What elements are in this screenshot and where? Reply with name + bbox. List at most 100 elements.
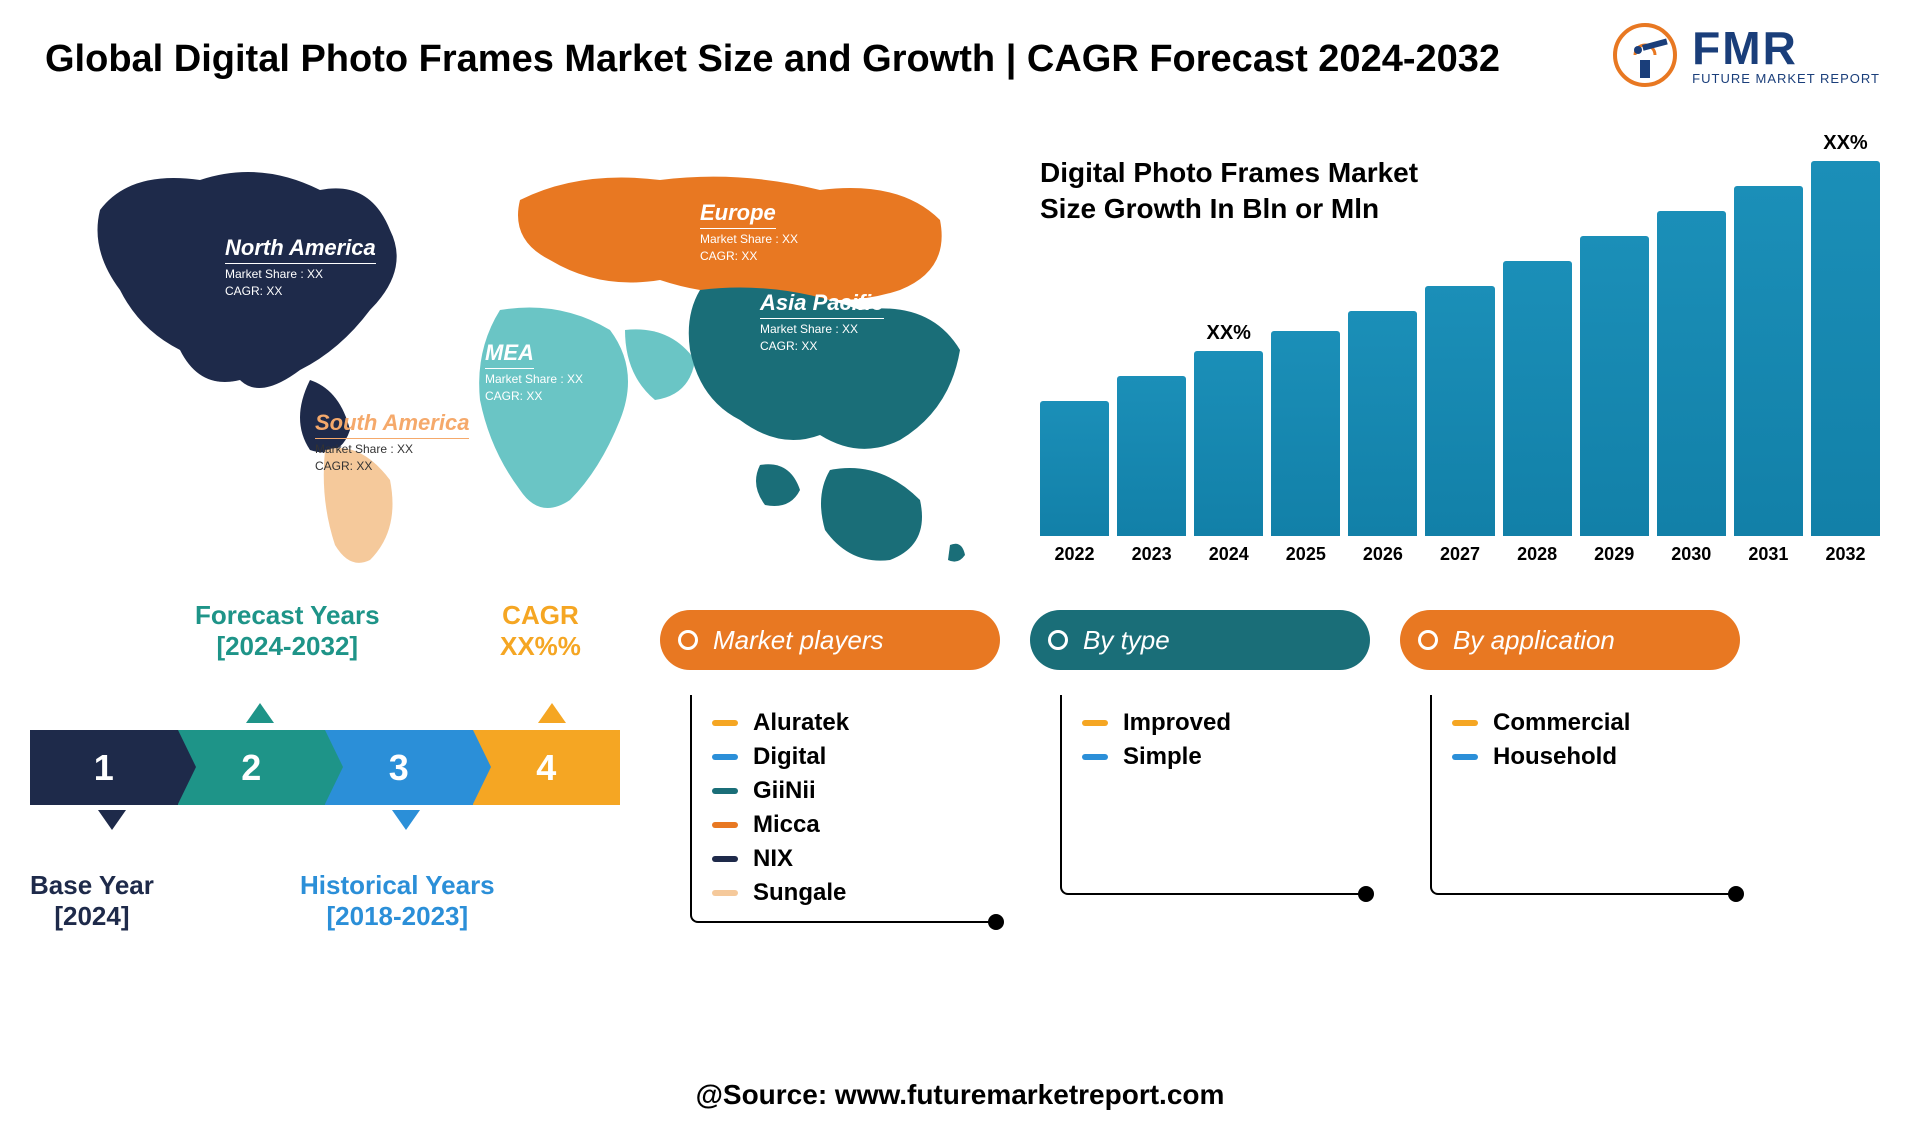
by-type-pill: By type <box>1030 610 1370 670</box>
pill-label: Market players <box>713 625 884 656</box>
color-mark-icon <box>712 856 738 862</box>
item-label: Sungale <box>753 879 846 907</box>
list-item: Sungale <box>712 879 1000 907</box>
logo-main-text: FMR <box>1692 25 1880 71</box>
color-mark-icon <box>712 720 738 726</box>
pill-label: By type <box>1083 625 1170 656</box>
bar <box>1271 331 1340 536</box>
bar-column: XX% 2024 <box>1194 351 1263 565</box>
item-label: NIX <box>753 845 793 873</box>
timeline-seg-3: 3 <box>325 730 473 805</box>
color-mark-icon <box>712 788 738 794</box>
region-label-eu: EuropeMarket Share : XXCAGR: XX <box>700 200 798 263</box>
list-item: Simple <box>1082 743 1370 771</box>
bar-year-label: 2031 <box>1748 544 1788 565</box>
by-type-section: By type Improved Simple <box>1030 610 1370 895</box>
dot-icon <box>678 630 698 650</box>
item-label: Simple <box>1123 743 1202 771</box>
bar-year-label: 2027 <box>1440 544 1480 565</box>
bar <box>1425 286 1494 536</box>
bar <box>1657 211 1726 536</box>
bar-column: XX% 2032 <box>1811 161 1880 565</box>
list-item: Improved <box>1082 709 1370 737</box>
region-label-ap: Asia PacificMarket Share : XXCAGR: XX <box>760 290 884 353</box>
bar-year-label: 2032 <box>1825 544 1865 565</box>
list-item: Digital <box>712 743 1000 771</box>
arrow-up-icon <box>246 703 274 723</box>
region-label-na: North AmericaMarket Share : XXCAGR: XX <box>225 235 376 298</box>
bar <box>1734 186 1803 536</box>
item-label: Improved <box>1123 709 1231 737</box>
item-label: GiiNii <box>753 777 816 805</box>
item-label: Micca <box>753 811 820 839</box>
bar-year-label: 2029 <box>1594 544 1634 565</box>
bar-column: 2025 <box>1271 331 1340 565</box>
arrow-down-icon <box>98 810 126 830</box>
bar-year-label: 2028 <box>1517 544 1557 565</box>
bar <box>1580 236 1649 536</box>
page-title: Global Digital Photo Frames Market Size … <box>45 35 1680 84</box>
bar-column: 2030 <box>1657 211 1726 565</box>
list-item: NIX <box>712 845 1000 873</box>
list-item: Household <box>1452 743 1740 771</box>
timeline-bar: 1 2 3 4 <box>30 730 620 805</box>
bar <box>1503 261 1572 536</box>
list-item: Micca <box>712 811 1000 839</box>
list-item: Commercial <box>1452 709 1740 737</box>
item-label: Digital <box>753 743 826 771</box>
arrow-up-icon <box>538 703 566 723</box>
by-application-pill: By application <box>1400 610 1740 670</box>
color-mark-icon <box>712 890 738 896</box>
market-players-section: Market players Aluratek Digital GiiNii Micc… <box>660 610 1000 923</box>
cagr-label: CAGRXX%% <box>500 600 581 662</box>
bar-column: 2026 <box>1348 311 1417 565</box>
color-mark-icon <box>1452 754 1478 760</box>
bar-column: 2028 <box>1503 261 1572 565</box>
list-item: Aluratek <box>712 709 1000 737</box>
bar-year-label: 2030 <box>1671 544 1711 565</box>
color-mark-icon <box>1452 720 1478 726</box>
market-players-list: Aluratek Digital GiiNii Micca NIX Sungale <box>690 695 1000 923</box>
item-label: Aluratek <box>753 709 849 737</box>
logo-sub-text: FUTURE MARKET REPORT <box>1692 71 1880 86</box>
bar-column: 2022 <box>1040 401 1109 565</box>
arrow-down-icon <box>392 810 420 830</box>
color-mark-icon <box>712 822 738 828</box>
timeline-seg-4: 4 <box>473 730 621 805</box>
world-map: North AmericaMarket Share : XXCAGR: XXSo… <box>80 150 980 570</box>
pill-label: By application <box>1453 625 1615 656</box>
by-application-section: By application Commercial Household <box>1400 610 1740 895</box>
bar <box>1348 311 1417 536</box>
by-application-list: Commercial Household <box>1430 695 1740 895</box>
list-item: GiiNii <box>712 777 1000 805</box>
bar-chart-section: Digital Photo Frames Market Size Growth … <box>1040 155 1880 233</box>
bar-year-label: 2022 <box>1055 544 1095 565</box>
color-mark-icon <box>1082 754 1108 760</box>
bar-year-label: 2024 <box>1209 544 1249 565</box>
region-label-mea: MEAMarket Share : XXCAGR: XX <box>485 340 583 403</box>
base-year-label: Base Year[2024] <box>30 870 154 932</box>
bar-year-label: 2023 <box>1132 544 1172 565</box>
market-players-pill: Market players <box>660 610 1000 670</box>
bar-chart: 2022 2023 XX% 2024 2025 2026 2027 2028 20… <box>1040 165 1880 565</box>
bar <box>1040 401 1109 536</box>
forecast-label: Forecast Years[2024-2032] <box>195 600 380 662</box>
historical-label: Historical Years[2018-2023] <box>300 870 495 932</box>
timeline-seg-1: 1 <box>30 730 178 805</box>
fmr-spyglass-icon <box>1610 20 1680 90</box>
color-mark-icon <box>712 754 738 760</box>
bar <box>1194 351 1263 536</box>
by-type-list: Improved Simple <box>1060 695 1370 895</box>
timeline-seg-2: 2 <box>178 730 326 805</box>
bar-column: 2027 <box>1425 286 1494 565</box>
bar <box>1811 161 1880 536</box>
logo: FMR FUTURE MARKET REPORT <box>1610 20 1880 90</box>
bar-column: 2029 <box>1580 236 1649 565</box>
bar-column: 2023 <box>1117 376 1186 565</box>
bar-year-label: 2026 <box>1363 544 1403 565</box>
bar-column: 2031 <box>1734 186 1803 565</box>
source-attribution: @Source: www.futuremarketreport.com <box>696 1079 1225 1111</box>
bar <box>1117 376 1186 536</box>
color-mark-icon <box>1082 720 1108 726</box>
item-label: Household <box>1493 743 1617 771</box>
